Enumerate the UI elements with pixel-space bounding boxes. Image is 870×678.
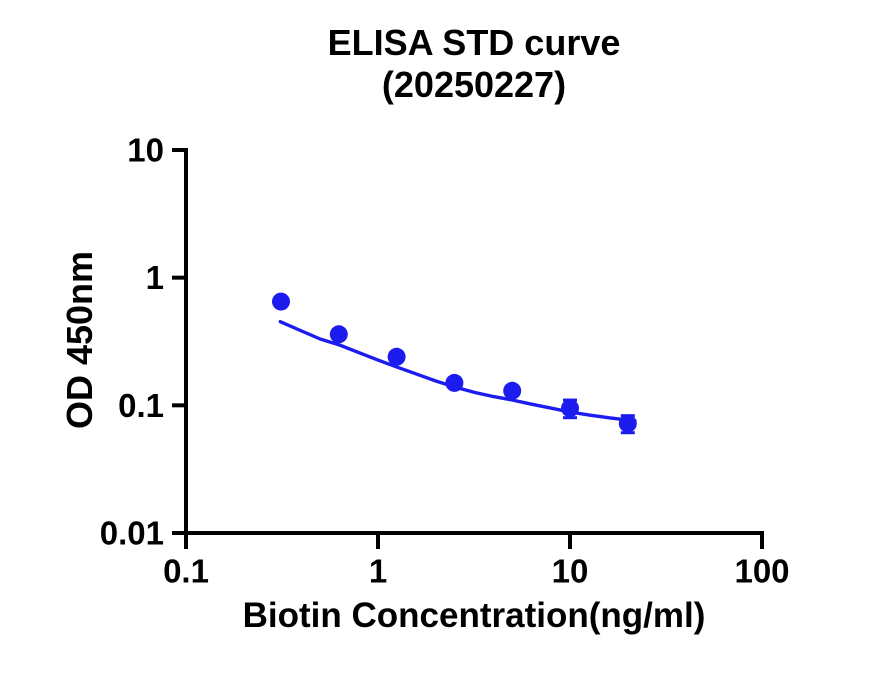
x-tick-label: 100: [734, 553, 789, 590]
axes-group: [184, 148, 764, 535]
data-point: [561, 399, 579, 418]
x-tick-label: 0.1: [163, 553, 209, 590]
x-axis-label: Biotin Concentration(ng/ml): [242, 596, 706, 635]
data-points-group: [272, 292, 637, 433]
data-point: [387, 347, 406, 366]
y-tick-label: 1: [146, 259, 164, 296]
data-point: [503, 381, 522, 400]
chart-title-line1: ELISA STD curve: [327, 22, 621, 63]
y-tick-label: 10: [127, 132, 164, 169]
x-tick-label: 10: [552, 553, 589, 590]
fit-curve-group: [278, 320, 637, 423]
y-tick-label: 0.1: [118, 387, 164, 424]
x-tick-label: 1: [369, 553, 387, 590]
chart-title-line2: (20250227): [381, 64, 567, 105]
data-point: [272, 292, 290, 311]
ticks-group: [172, 148, 764, 549]
y-tick-label: 0.01: [100, 515, 164, 552]
fit-curve: [278, 320, 637, 423]
data-point: [329, 325, 348, 344]
axis-spines: [184, 148, 764, 535]
data-point: [618, 414, 637, 433]
chart-title: ELISA STD curve (20250227): [186, 22, 762, 106]
data-point: [445, 373, 464, 392]
